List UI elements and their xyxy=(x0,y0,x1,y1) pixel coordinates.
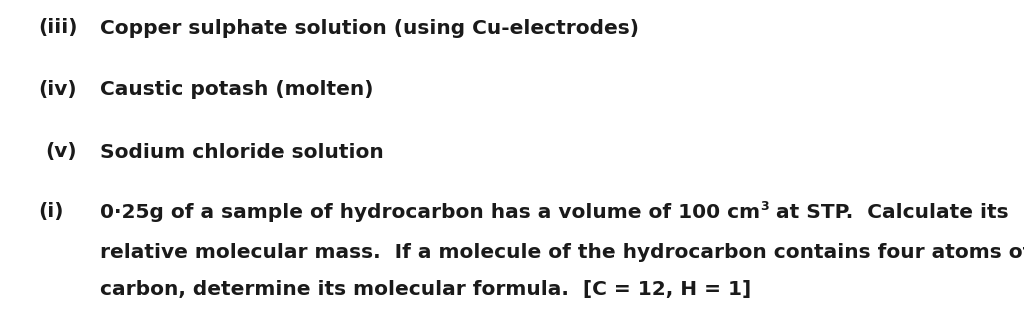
Text: (iii): (iii) xyxy=(38,19,78,37)
Text: 3: 3 xyxy=(760,199,769,213)
Text: Caustic potash (molten): Caustic potash (molten) xyxy=(100,80,374,100)
Text: carbon, determine its molecular formula.  [C = 12, H = 1]: carbon, determine its molecular formula.… xyxy=(100,280,752,300)
Text: 0·25g of a sample of hydrocarbon has a volume of 100 cm: 0·25g of a sample of hydrocarbon has a v… xyxy=(100,203,760,221)
Text: at STP.  Calculate its: at STP. Calculate its xyxy=(769,203,1009,221)
Text: Sodium chloride solution: Sodium chloride solution xyxy=(100,143,384,161)
Text: (i): (i) xyxy=(38,203,63,221)
Text: Copper sulphate solution (using Cu-electrodes): Copper sulphate solution (using Cu-elect… xyxy=(100,19,639,37)
Text: (iv): (iv) xyxy=(38,80,77,100)
Text: (v): (v) xyxy=(45,143,77,161)
Text: relative molecular mass.  If a molecule of the hydrocarbon contains four atoms o: relative molecular mass. If a molecule o… xyxy=(100,242,1024,262)
